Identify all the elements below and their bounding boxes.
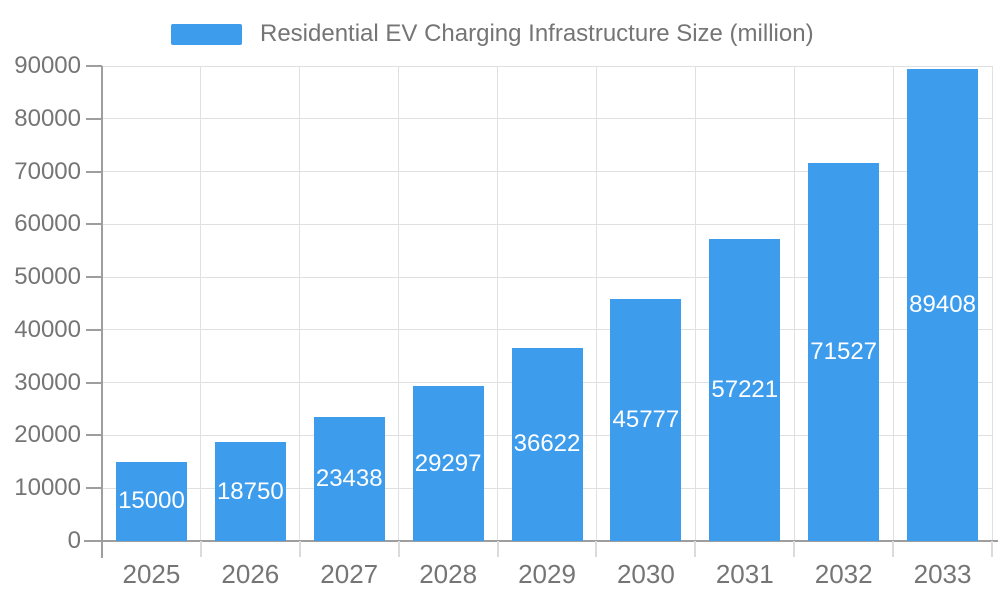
y-axis-tick (86, 328, 102, 331)
x-axis-category-label: 2030 (616, 559, 675, 589)
y-axis-tick-label: 0 (67, 527, 81, 554)
gridline-vertical (200, 66, 202, 541)
bar-2032[interactable] (808, 163, 880, 541)
bar-value-label: 36622 (513, 430, 581, 458)
y-axis-tick (86, 170, 102, 173)
x-axis-category-label: 2026 (221, 559, 280, 589)
x-axis-tick (694, 541, 697, 557)
legend-swatch (171, 23, 242, 45)
y-axis-tick-label: 80000 (14, 104, 81, 132)
y-axis-tick-label: 10000 (14, 474, 81, 502)
x-axis-category-label: 2032 (814, 559, 873, 589)
bar-2033[interactable] (907, 69, 979, 541)
bar-2029[interactable] (511, 347, 583, 541)
y-axis-tick (86, 65, 102, 67)
y-axis-tick-label: 30000 (14, 368, 81, 396)
bar-value-label: 18750 (216, 477, 284, 505)
x-axis-tick (892, 541, 895, 557)
y-axis-tick-label: 90000 (14, 52, 81, 79)
y-axis-tick-label: 20000 (14, 421, 81, 449)
legend-label: Residential EV Charging Infrastructure S… (260, 20, 814, 47)
gridline-vertical (299, 66, 301, 541)
bar-value-label: 45777 (612, 406, 680, 434)
gridline-horizontal (102, 118, 992, 120)
y-axis-tick (86, 540, 102, 542)
bar-2025[interactable] (115, 461, 187, 541)
legend-item[interactable]: Residential EV Charging Infrastructure S… (171, 20, 814, 48)
bar-2027[interactable] (313, 417, 385, 541)
y-axis-tick (86, 381, 102, 384)
gridline-vertical (398, 66, 400, 541)
gridline-vertical (497, 66, 499, 541)
bar-2026[interactable] (214, 442, 286, 541)
bar-value-label: 57221 (711, 376, 779, 403)
bar-value-label: 15000 (118, 487, 185, 515)
x-axis-tick (101, 541, 103, 557)
y-axis-tick (86, 117, 102, 120)
gridline-vertical (892, 66, 894, 541)
bar-value-label: 89408 (909, 291, 976, 319)
bar-2030[interactable] (610, 299, 682, 541)
gridline-horizontal (102, 171, 992, 173)
x-axis-tick (199, 541, 202, 557)
gridline-horizontal (102, 65, 992, 67)
bar-value-label: 29297 (414, 449, 482, 477)
x-axis-category-label: 2031 (715, 559, 774, 589)
gridline-vertical (694, 66, 696, 541)
x-axis-tick (496, 541, 499, 557)
gridline-vertical (991, 66, 993, 541)
x-axis-category-label: 2033 (913, 559, 972, 589)
bar-value-label: 23438 (315, 465, 383, 493)
x-axis-tick (793, 541, 796, 557)
y-axis-tick-label: 70000 (14, 157, 81, 185)
y-axis-line (101, 66, 103, 558)
bar-2028[interactable] (412, 386, 484, 541)
y-axis-tick-label: 60000 (14, 210, 81, 238)
bar-value-label: 71527 (810, 338, 878, 366)
x-axis-category-label: 2028 (419, 559, 478, 589)
x-axis-tick (397, 541, 400, 557)
x-axis-tick (298, 541, 301, 557)
gridline-horizontal (102, 223, 992, 225)
y-axis-tick-label: 50000 (14, 263, 81, 291)
x-axis-tick (991, 541, 993, 557)
x-axis-line (84, 540, 998, 542)
gridline-horizontal (102, 329, 992, 331)
y-axis-tick (86, 487, 102, 490)
x-axis-tick (595, 541, 598, 557)
gridline-vertical (793, 66, 795, 541)
gridline-vertical (595, 66, 597, 541)
y-axis-tick (86, 434, 102, 437)
gridline-horizontal (102, 276, 992, 278)
y-axis-tick (86, 223, 102, 226)
x-axis-category-label: 2027 (320, 559, 379, 589)
x-axis-category-label: 2029 (518, 559, 576, 589)
y-axis-tick (86, 276, 102, 279)
x-axis-category-label: 2025 (122, 559, 181, 589)
y-axis-tick-label: 40000 (14, 315, 81, 343)
bar-2031[interactable] (709, 239, 781, 541)
